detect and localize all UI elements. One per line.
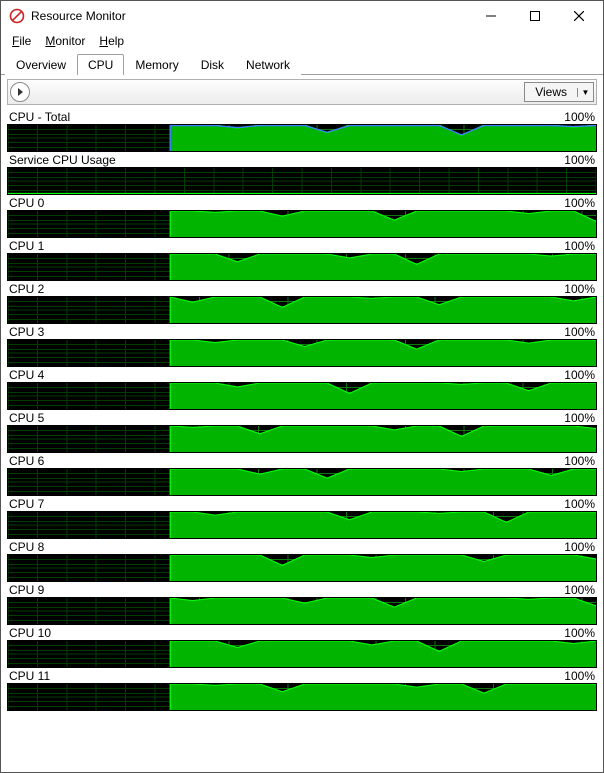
graph-header: CPU 0 100% bbox=[7, 195, 597, 210]
graph-name: CPU 9 bbox=[9, 583, 44, 597]
app-icon bbox=[9, 8, 25, 24]
graph-scale: 100% bbox=[564, 411, 595, 425]
graph-canvas bbox=[7, 683, 597, 711]
graph-header: CPU 2 100% bbox=[7, 281, 597, 296]
graph-canvas bbox=[7, 425, 597, 453]
graph-canvas bbox=[7, 339, 597, 367]
graph-scale: 100% bbox=[564, 540, 595, 554]
graph-scale: 100% bbox=[564, 325, 595, 339]
graph-name: CPU 5 bbox=[9, 411, 44, 425]
views-label: Views bbox=[525, 85, 577, 99]
tab-bar: OverviewCPUMemoryDiskNetwork bbox=[1, 51, 603, 75]
window-title: Resource Monitor bbox=[31, 9, 469, 23]
graph-canvas bbox=[7, 124, 597, 152]
graph-canvas bbox=[7, 554, 597, 582]
graph-name: CPU 10 bbox=[9, 626, 51, 640]
graph-row: CPU 1 100% bbox=[7, 238, 597, 281]
graph-name: CPU 1 bbox=[9, 239, 44, 253]
graph-name: Service CPU Usage bbox=[9, 153, 116, 167]
title-bar: Resource Monitor bbox=[1, 1, 603, 31]
graph-row: CPU 6 100% bbox=[7, 453, 597, 496]
graph-row: CPU 4 100% bbox=[7, 367, 597, 410]
graph-name: CPU 6 bbox=[9, 454, 44, 468]
graph-canvas bbox=[7, 640, 597, 668]
graph-name: CPU 0 bbox=[9, 196, 44, 210]
graph-scale: 100% bbox=[564, 626, 595, 640]
graph-scale: 100% bbox=[564, 454, 595, 468]
graph-scale: 100% bbox=[564, 110, 595, 124]
menu-monitor[interactable]: Monitor bbox=[38, 32, 92, 50]
graph-scale: 100% bbox=[564, 153, 595, 167]
graph-name: CPU 2 bbox=[9, 282, 44, 296]
graph-name: CPU 7 bbox=[9, 497, 44, 511]
graph-scale: 100% bbox=[564, 368, 595, 382]
graph-row: CPU 5 100% bbox=[7, 410, 597, 453]
graph-panel: CPU - Total100%Service CPU Usage100%CPU … bbox=[1, 109, 603, 772]
graph-canvas bbox=[7, 382, 597, 410]
tab-network[interactable]: Network bbox=[235, 54, 301, 75]
graph-canvas bbox=[7, 296, 597, 324]
graph-header: CPU 5 100% bbox=[7, 410, 597, 425]
graph-header: CPU 11 100% bbox=[7, 668, 597, 683]
graph-header: CPU 3 100% bbox=[7, 324, 597, 339]
graph-header: CPU 6 100% bbox=[7, 453, 597, 468]
graph-name: CPU - Total bbox=[9, 110, 70, 124]
graph-header: CPU 7 100% bbox=[7, 496, 597, 511]
graph-row: CPU 2 100% bbox=[7, 281, 597, 324]
graph-row: CPU 9 100% bbox=[7, 582, 597, 625]
tab-memory[interactable]: Memory bbox=[124, 54, 189, 75]
graph-name: CPU 8 bbox=[9, 540, 44, 554]
graph-row: CPU 11 100% bbox=[7, 668, 597, 711]
views-dropdown[interactable]: Views ▼ bbox=[524, 82, 594, 102]
graph-row: CPU - Total 100% bbox=[7, 109, 597, 152]
tab-disk[interactable]: Disk bbox=[190, 54, 235, 75]
graph-row: CPU 0 100% bbox=[7, 195, 597, 238]
graph-canvas bbox=[7, 511, 597, 539]
graph-scale: 100% bbox=[564, 669, 595, 683]
tab-cpu[interactable]: CPU bbox=[77, 54, 124, 75]
graph-header: CPU 9 100% bbox=[7, 582, 597, 597]
graph-canvas bbox=[7, 167, 597, 195]
menu-bar: FileMonitorHelp bbox=[1, 31, 603, 51]
graph-header: Service CPU Usage 100% bbox=[7, 152, 597, 167]
graph-header: CPU 4 100% bbox=[7, 367, 597, 382]
minimize-button[interactable] bbox=[469, 2, 513, 30]
graph-header: CPU 10 100% bbox=[7, 625, 597, 640]
maximize-button[interactable] bbox=[513, 2, 557, 30]
graph-name: CPU 11 bbox=[9, 669, 50, 683]
graph-row: CPU 8 100% bbox=[7, 539, 597, 582]
graph-row: CPU 10 100% bbox=[7, 625, 597, 668]
graph-header: CPU 8 100% bbox=[7, 539, 597, 554]
graph-row: Service CPU Usage 100% bbox=[7, 152, 597, 195]
graph-scale: 100% bbox=[564, 239, 595, 253]
graph-canvas bbox=[7, 468, 597, 496]
graph-scale: 100% bbox=[564, 583, 595, 597]
graph-scale: 100% bbox=[564, 196, 595, 210]
graph-scale: 100% bbox=[564, 282, 595, 296]
graph-canvas bbox=[7, 210, 597, 238]
graph-canvas bbox=[7, 253, 597, 281]
window-controls bbox=[469, 2, 601, 30]
menu-file[interactable]: File bbox=[5, 32, 38, 50]
graph-name: CPU 3 bbox=[9, 325, 44, 339]
graph-name: CPU 4 bbox=[9, 368, 44, 382]
graph-row: CPU 3 100% bbox=[7, 324, 597, 367]
graph-row: CPU 7 100% bbox=[7, 496, 597, 539]
graph-toolbar: Views ▼ bbox=[7, 79, 597, 105]
graph-header: CPU 1 100% bbox=[7, 238, 597, 253]
close-button[interactable] bbox=[557, 2, 601, 30]
chevron-down-icon: ▼ bbox=[577, 88, 593, 97]
tab-overview[interactable]: Overview bbox=[5, 54, 77, 75]
graph-scale: 100% bbox=[564, 497, 595, 511]
graph-header: CPU - Total 100% bbox=[7, 109, 597, 124]
graph-canvas bbox=[7, 597, 597, 625]
menu-help[interactable]: Help bbox=[92, 32, 131, 50]
expand-arrow-button[interactable] bbox=[10, 82, 30, 102]
